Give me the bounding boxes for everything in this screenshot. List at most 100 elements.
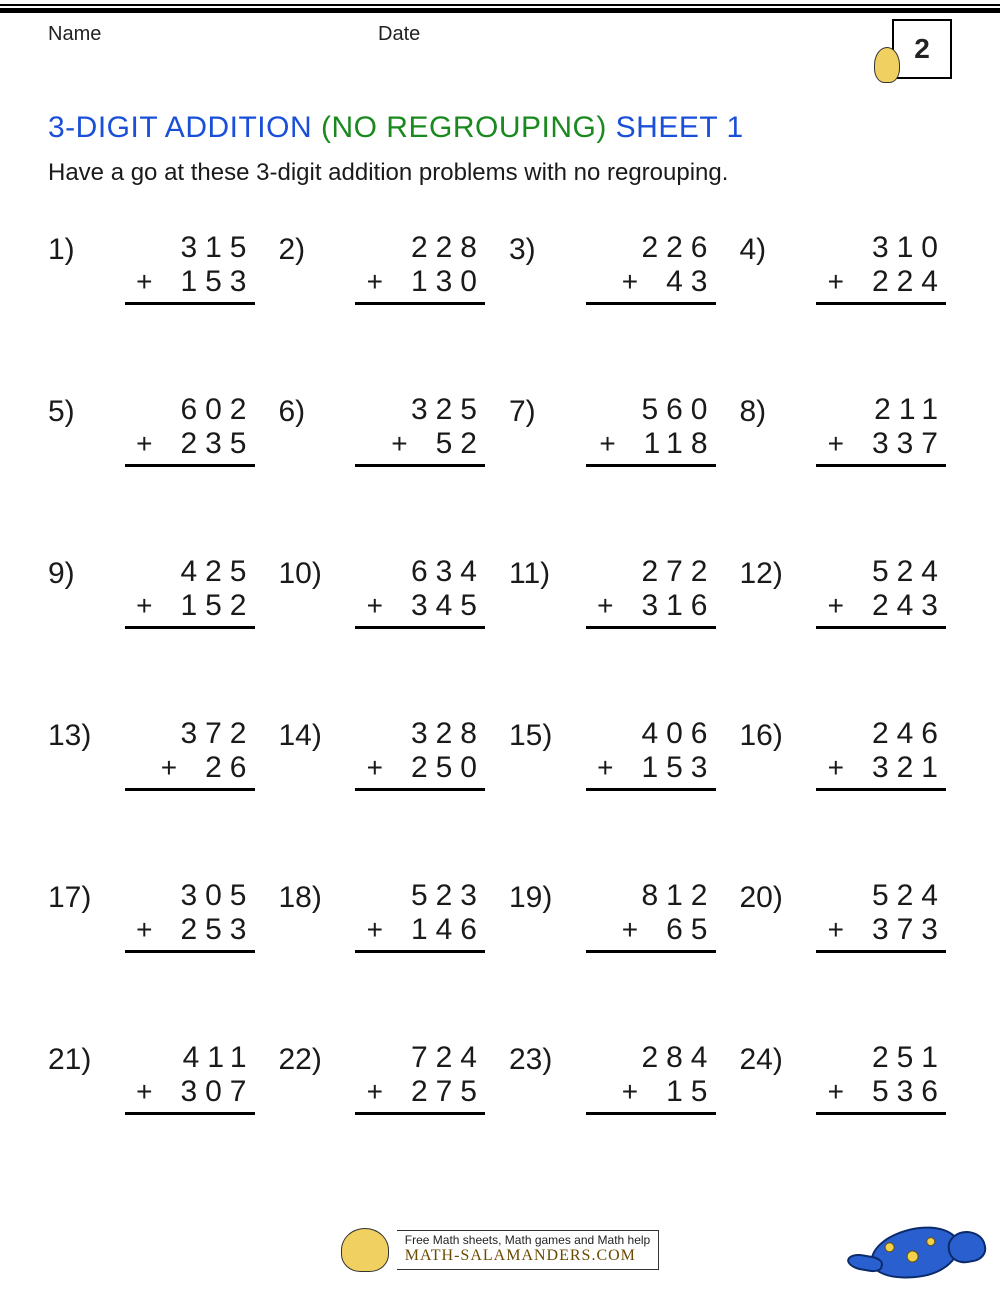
plus-sign: + — [597, 752, 613, 784]
addend-top: 524 — [798, 879, 947, 913]
problem-body: 284+15 — [567, 1041, 722, 1115]
problem-body: 411+307 — [106, 1041, 261, 1115]
problem: 12)524+243 — [740, 555, 953, 629]
problem-number: 5) — [48, 393, 106, 429]
addend-bottom: +43 — [567, 265, 716, 299]
addend-top: 524 — [798, 555, 947, 589]
addend-bottom: +224 — [798, 265, 947, 299]
problem-body: 251+536 — [798, 1041, 953, 1115]
plus-sign: + — [161, 752, 177, 784]
sum-underline — [125, 626, 255, 629]
plus-sign: + — [828, 590, 844, 622]
problem-body: 634+345 — [337, 555, 492, 629]
addend-top: 226 — [567, 231, 716, 265]
problem-number: 10) — [279, 555, 337, 591]
problem-body: 524+373 — [798, 879, 953, 953]
problem-number: 9) — [48, 555, 106, 591]
sum-underline — [816, 1112, 946, 1115]
problem-body: 724+275 — [337, 1041, 492, 1115]
problem-number: 8) — [740, 393, 798, 429]
problem-body: 372+26 — [106, 717, 261, 791]
problems-grid: 1)315+1532)228+1303)226+434)310+2245)602… — [48, 231, 952, 1115]
plus-sign: + — [622, 914, 638, 946]
plus-sign: + — [391, 428, 407, 460]
sum-underline — [355, 1112, 485, 1115]
addend-bottom: +52 — [337, 427, 486, 461]
addend-bottom: +118 — [567, 427, 716, 461]
problem-number: 13) — [48, 717, 106, 753]
footer-logo-salamander-icon — [341, 1228, 389, 1272]
addend-bottom: +316 — [567, 589, 716, 623]
plus-sign: + — [597, 590, 613, 622]
problem: 6)325+52 — [279, 393, 492, 467]
sum-underline — [355, 464, 485, 467]
plus-sign: + — [136, 590, 152, 622]
sum-underline — [586, 788, 716, 791]
problem-number: 4) — [740, 231, 798, 267]
problem-body: 226+43 — [567, 231, 722, 305]
problem-body: 310+224 — [798, 231, 953, 305]
footer-text-box: Free Math sheets, Math games and Math he… — [397, 1230, 659, 1270]
problem: 2)228+130 — [279, 231, 492, 305]
plus-sign: + — [367, 266, 383, 298]
addend-bottom: +235 — [106, 427, 255, 461]
sum-underline — [125, 1112, 255, 1115]
problem-body: 305+253 — [106, 879, 261, 953]
problem-body: 211+337 — [798, 393, 953, 467]
title-part-b: (NO REGROUPING) — [321, 111, 616, 144]
header-row: Name Date 2 — [48, 23, 952, 79]
problem-number: 21) — [48, 1041, 106, 1077]
sum-underline — [586, 464, 716, 467]
date-label: Date — [378, 23, 892, 46]
sum-underline — [125, 302, 255, 305]
problem-body: 315+153 — [106, 231, 261, 305]
problem-body: 524+243 — [798, 555, 953, 629]
addend-top: 246 — [798, 717, 947, 751]
plus-sign: + — [367, 752, 383, 784]
problem-number: 17) — [48, 879, 106, 915]
plus-sign: + — [828, 914, 844, 946]
problem: 10)634+345 — [279, 555, 492, 629]
addend-bottom: +321 — [798, 751, 947, 785]
addend-bottom: +275 — [337, 1075, 486, 1109]
problem: 20)524+373 — [740, 879, 953, 953]
addend-bottom: +146 — [337, 913, 486, 947]
problem: 19)812+65 — [509, 879, 722, 953]
plus-sign: + — [136, 1076, 152, 1108]
title-part-c: SHEET 1 — [616, 111, 744, 144]
sum-underline — [816, 626, 946, 629]
addend-top: 372 — [106, 717, 255, 751]
problem-body: 406+153 — [567, 717, 722, 791]
addend-bottom: +307 — [106, 1075, 255, 1109]
problem-number: 19) — [509, 879, 567, 915]
problem-body: 523+146 — [337, 879, 492, 953]
problem-number: 11) — [509, 555, 567, 591]
problem-number: 7) — [509, 393, 567, 429]
plus-sign: + — [136, 428, 152, 460]
problem-body: 812+65 — [567, 879, 722, 953]
sum-underline — [125, 788, 255, 791]
problem-number: 23) — [509, 1041, 567, 1077]
addend-bottom: +153 — [567, 751, 716, 785]
sum-underline — [355, 788, 485, 791]
sum-underline — [586, 950, 716, 953]
addend-top: 523 — [337, 879, 486, 913]
addend-bottom: +250 — [337, 751, 486, 785]
problem: 7)560+118 — [509, 393, 722, 467]
sum-underline — [586, 626, 716, 629]
problem: 16)246+321 — [740, 717, 953, 791]
addend-top: 211 — [798, 393, 947, 427]
problem: 17)305+253 — [48, 879, 261, 953]
worksheet-title: 3-DIGIT ADDITION (NO REGROUPING) SHEET 1 — [48, 111, 952, 145]
plus-sign: + — [622, 1076, 638, 1108]
addend-top: 411 — [106, 1041, 255, 1075]
addend-top: 634 — [337, 555, 486, 589]
problem-body: 425+152 — [106, 555, 261, 629]
addend-bottom: +15 — [567, 1075, 716, 1109]
title-part-a: 3-DIGIT ADDITION — [48, 111, 321, 144]
problem-number: 2) — [279, 231, 337, 267]
footer-site: MATH-SALAMANDERS.COM — [405, 1247, 650, 1265]
sum-underline — [355, 950, 485, 953]
sum-underline — [816, 464, 946, 467]
addend-top: 425 — [106, 555, 255, 589]
